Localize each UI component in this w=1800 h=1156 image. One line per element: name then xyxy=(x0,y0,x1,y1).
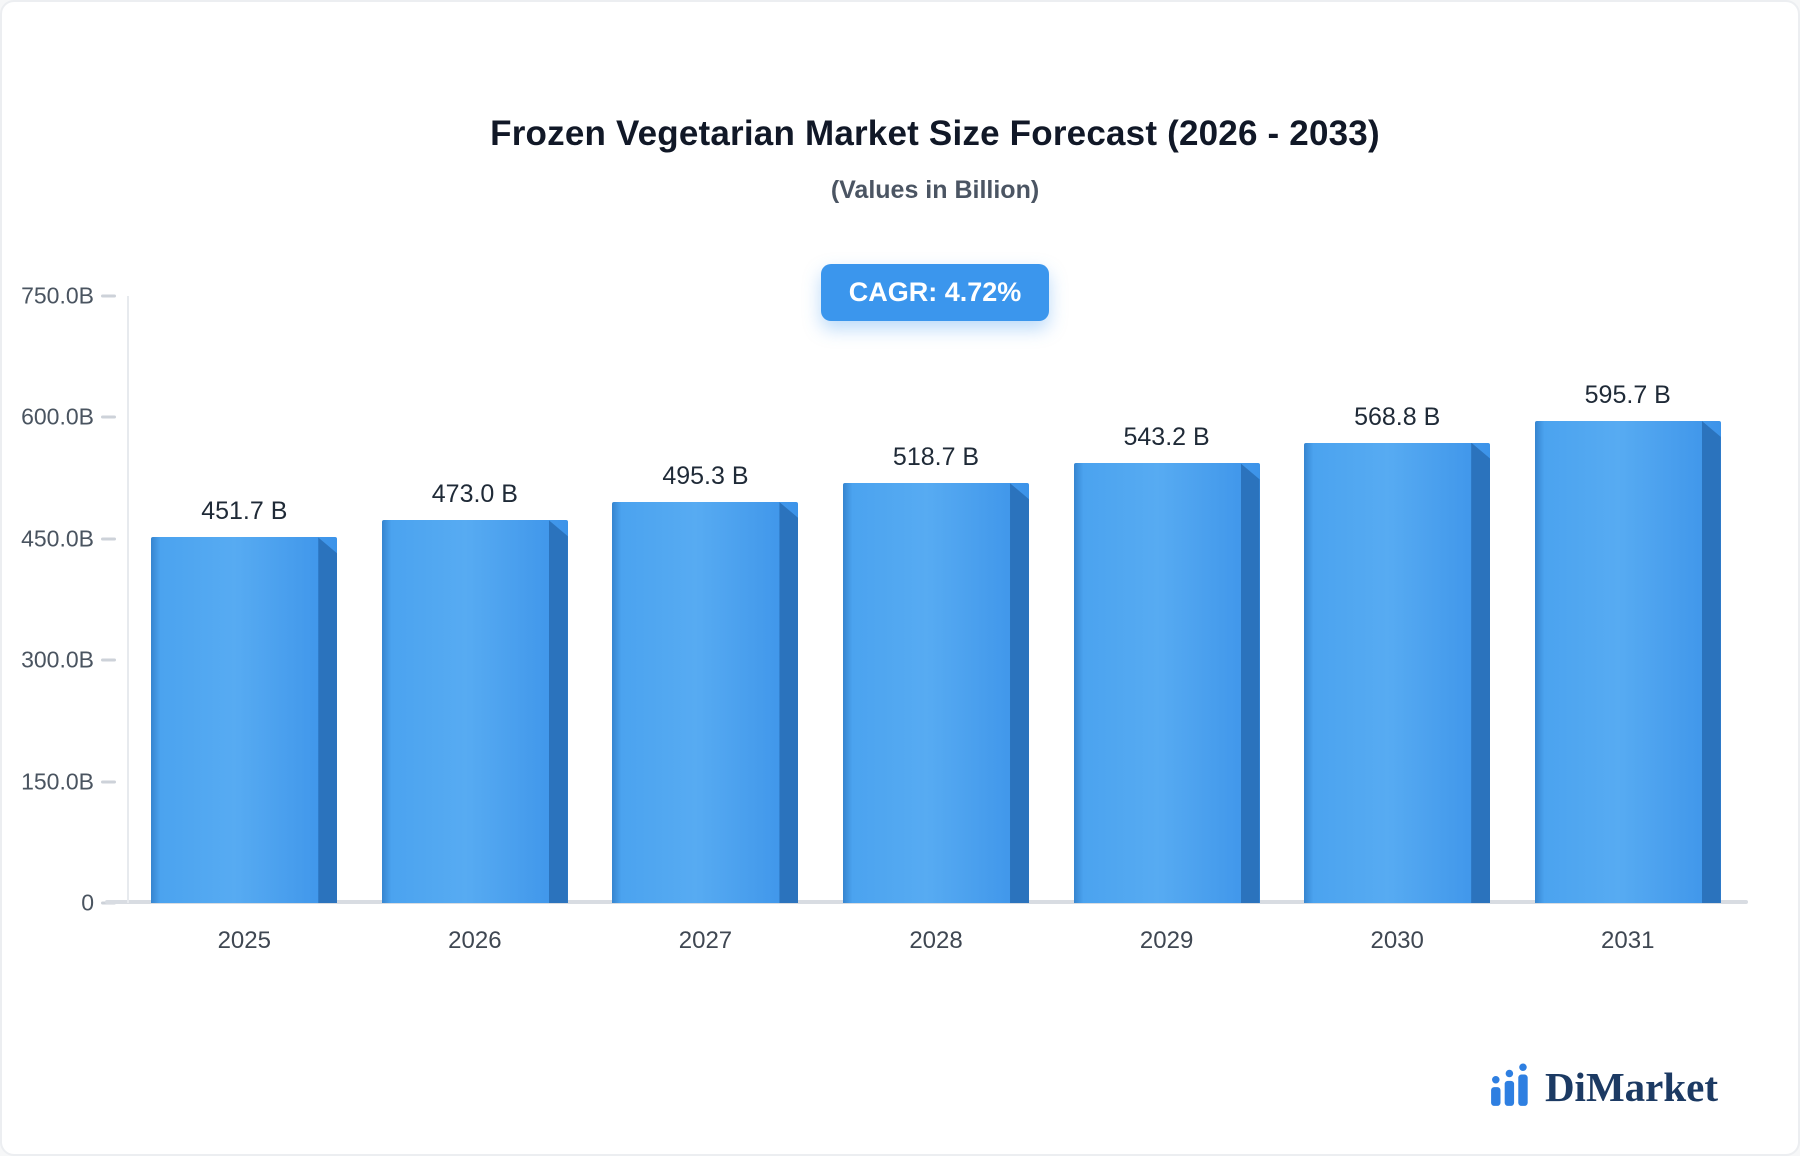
y-tick-mark xyxy=(101,415,116,419)
bar-value-label: 473.0 B xyxy=(431,480,518,509)
y-tick-label: 450.0B xyxy=(21,525,94,552)
bar-group: 473.0 B 2026 xyxy=(360,296,591,954)
chart-header: Frozen Vegetarian Market Size Forecast (… xyxy=(127,2,1743,205)
y-tick-label: 300.0B xyxy=(21,646,94,673)
bar-chart-icon xyxy=(1491,1063,1528,1106)
bar-side-face xyxy=(1240,463,1260,903)
y-tick-label: 600.0B xyxy=(21,403,94,430)
y-tick-mark xyxy=(101,658,116,662)
bar-value-label: 568.8 B xyxy=(1354,402,1441,431)
bar-2031: 595.7 B xyxy=(1534,381,1721,903)
bar-group: 451.7 B 2025 xyxy=(129,296,360,954)
bar-side-face xyxy=(779,502,799,903)
x-tick-label: 2029 xyxy=(1139,927,1194,954)
chart-title: Frozen Vegetarian Market Size Forecast (… xyxy=(490,114,1380,153)
bar-value-label: 543.2 B xyxy=(1123,423,1210,452)
cagr-badge-row: CAGR: 4.72% xyxy=(127,264,1743,321)
chart-subtitle: (Values in Billion) xyxy=(830,176,1040,204)
y-tick-label: 750.0B xyxy=(21,282,94,309)
y-tick-label: 150.0B xyxy=(21,768,94,795)
x-tick-label: 2025 xyxy=(217,927,271,954)
bar-value-label: 518.7 B xyxy=(892,443,980,472)
bar-group: 568.8 B 2030 xyxy=(1282,296,1513,954)
x-tick-label: 2027 xyxy=(678,927,733,954)
bar-side-face xyxy=(548,520,568,903)
bar-2029: 543.2 B xyxy=(1073,423,1260,903)
cagr-badge: CAGR: 4.72% xyxy=(820,264,1050,321)
bar-2027: 495.3 B xyxy=(612,462,799,903)
x-tick-label: 2030 xyxy=(1370,927,1424,954)
bar-group: 518.7 B 2028 xyxy=(821,296,1052,954)
x-tick-label: 2031 xyxy=(1601,927,1655,954)
bars-container: 451.7 B 2025 473.0 B 2026 495.3 B 2027 518.7 B… xyxy=(129,296,1743,954)
y-tick-label: 0 xyxy=(81,889,94,916)
bar-side-face xyxy=(1010,483,1030,903)
y-tick-mark xyxy=(101,780,116,784)
x-tick-label: 2028 xyxy=(909,927,963,954)
y-tick-mark xyxy=(101,537,116,541)
brand-logo-text: DiMarket xyxy=(1544,1064,1718,1110)
plot-area: 451.7 B 2025 473.0 B 2026 495.3 B 2027 518.7 B… xyxy=(127,296,1743,954)
bar-2026: 473.0 B xyxy=(381,480,568,903)
bar-value-label: 595.7 B xyxy=(1584,380,1671,409)
bar-value-label: 451.7 B xyxy=(201,497,288,526)
bar-2030: 568.8 B xyxy=(1304,403,1491,903)
y-axis: 750.0B 600.0B 450.0B 300.0B 150.0B 0 xyxy=(2,283,120,916)
bar-side-face xyxy=(1471,442,1491,903)
bar-group: 543.2 B 2029 xyxy=(1051,296,1282,954)
brand-logo: DiMarket xyxy=(1489,1062,1718,1108)
bar-group: 595.7 B 2031 xyxy=(1512,296,1743,954)
bar-2025: 451.7 B xyxy=(151,497,338,903)
bar-side-face xyxy=(318,537,338,903)
bar-value-label: 495.3 B xyxy=(662,462,749,491)
bar-side-face xyxy=(1701,420,1721,903)
bar-2028: 518.7 B xyxy=(843,443,1030,903)
y-tick-mark xyxy=(101,294,116,298)
bar-group: 495.3 B 2027 xyxy=(590,296,821,954)
x-tick-label: 2026 xyxy=(448,927,502,954)
